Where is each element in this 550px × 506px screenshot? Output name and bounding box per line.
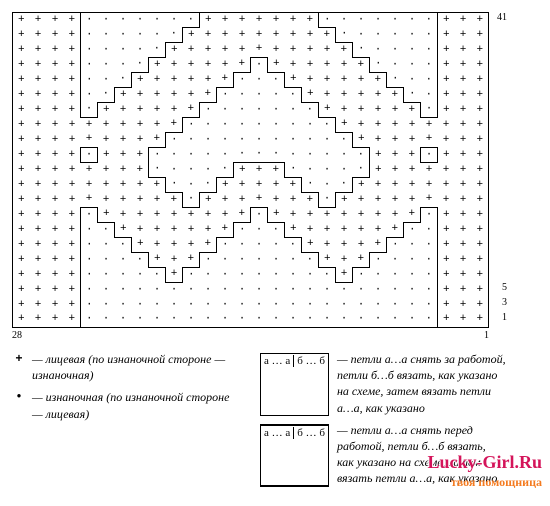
col-labels: 28 1 bbox=[12, 328, 489, 341]
legend-right-column: а … аб … б — петли а…а снять за работой,… bbox=[260, 351, 538, 493]
purl-symbol: • bbox=[12, 389, 26, 421]
col-label-left: 28 bbox=[12, 330, 22, 341]
legend-left-column: + — лицевая (по изнаночной стороне — изн… bbox=[12, 351, 242, 493]
col-label-right: 1 bbox=[484, 330, 489, 341]
cable-front-desc: — петли а…а снять перед работой, петли б… bbox=[337, 422, 538, 487]
cable-behind-entry: а … аб … б — петли а…а снять за работой,… bbox=[260, 351, 538, 416]
chart-grid: ++++·······+++++++·······+++++++······++… bbox=[12, 12, 489, 328]
knitting-chart: ++++·······+++++++·······+++++++······++… bbox=[12, 12, 489, 341]
legend-knit: + — лицевая (по изнаночной стороне — изн… bbox=[12, 351, 242, 383]
cable-front-entry: а … аб … б — петли а…а снять перед работ… bbox=[260, 422, 538, 487]
cable-front-box: а … аб … б bbox=[260, 424, 329, 487]
knit-symbol: + bbox=[12, 351, 26, 383]
purl-text: — изнаночная (по изнаночной стороне — ли… bbox=[32, 389, 242, 421]
knit-text: — лицевая (по изнаночной стороне — изнан… bbox=[32, 351, 242, 383]
cable-behind-desc: — петли а…а снять за работой, петли б…б … bbox=[337, 351, 538, 416]
cable-behind-box: а … аб … б bbox=[260, 353, 329, 416]
legend-purl: • — изнаночная (по изнаночной стороне — … bbox=[12, 389, 242, 421]
legend: + — лицевая (по изнаночной стороне — изн… bbox=[12, 351, 538, 493]
